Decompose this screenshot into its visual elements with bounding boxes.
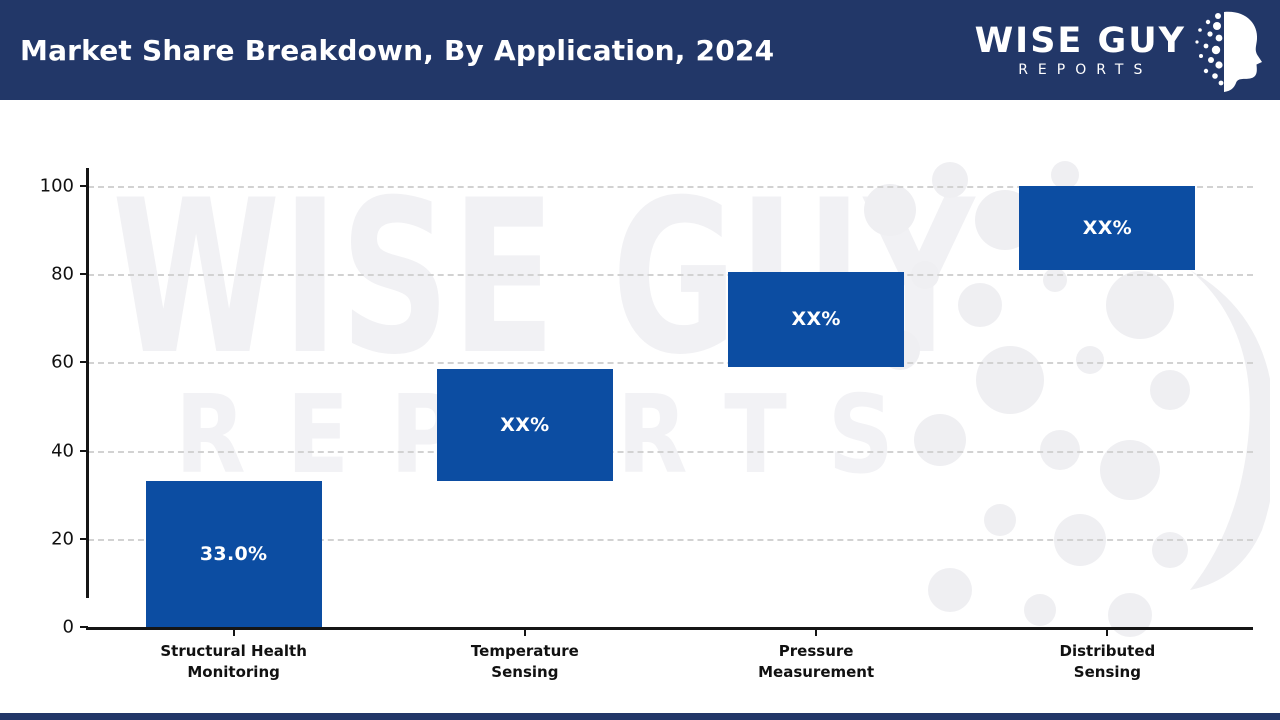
footer-bar	[0, 713, 1280, 720]
gridline	[88, 538, 1253, 541]
waterfall-bar: 33.0%	[145, 481, 322, 627]
y-tick	[80, 361, 88, 364]
y-tick-label: 60	[51, 351, 74, 373]
y-axis-spine	[86, 168, 89, 598]
gridline	[88, 450, 1253, 453]
waterfall-bar: XX%	[728, 271, 905, 367]
y-tick	[80, 626, 88, 628]
x-tick	[523, 629, 526, 636]
header-bar: Market Share Breakdown, By Application, …	[0, 0, 1280, 100]
x-category-label: Pressure Measurement	[758, 642, 875, 681]
x-tick	[815, 629, 818, 636]
brand-logo: WISE GUY REPORTS	[975, 8, 1266, 92]
y-tick-label: 80	[51, 263, 74, 285]
gridline	[88, 186, 1253, 188]
bar-value-label: 33.0%	[199, 543, 268, 566]
bar-value-label: XX%	[500, 414, 550, 437]
page-title: Market Share Breakdown, By Application, …	[20, 33, 775, 67]
bar-value-label: XX%	[1082, 216, 1132, 239]
chart-plot-area: 0 20 40 60 80 100 33.0% Structural Health Monit…	[0, 100, 1280, 713]
x-category-label: Temperature Sensing	[470, 642, 579, 681]
gridline	[88, 362, 1253, 365]
y-tick	[80, 537, 88, 540]
y-tick	[80, 449, 88, 452]
brand-head-icon	[1195, 11, 1262, 92]
waterfall-bar: XX%	[1019, 186, 1196, 270]
x-tick	[232, 629, 235, 636]
y-tick	[80, 185, 88, 187]
y-tick-label: 100	[39, 175, 74, 197]
y-tick	[80, 273, 88, 276]
y-tick-label: 20	[51, 528, 74, 550]
y-tick-label: 0	[62, 616, 74, 638]
x-tick	[1106, 629, 1109, 636]
x-category-label: Structural Health Monitoring	[160, 642, 307, 681]
x-category-label: Distributed Sensing	[1059, 642, 1156, 681]
brand-name: WISE GUY	[974, 21, 1186, 61]
waterfall-bar: XX%	[436, 369, 613, 482]
y-tick-label: 40	[51, 440, 74, 462]
x-axis-spine	[86, 627, 1253, 630]
brand-subname: REPORTS	[1018, 62, 1153, 78]
gridline	[88, 274, 1253, 277]
brand-logo-text: WISE GUY REPORTS	[975, 22, 1186, 78]
bar-value-label: XX%	[791, 308, 841, 331]
